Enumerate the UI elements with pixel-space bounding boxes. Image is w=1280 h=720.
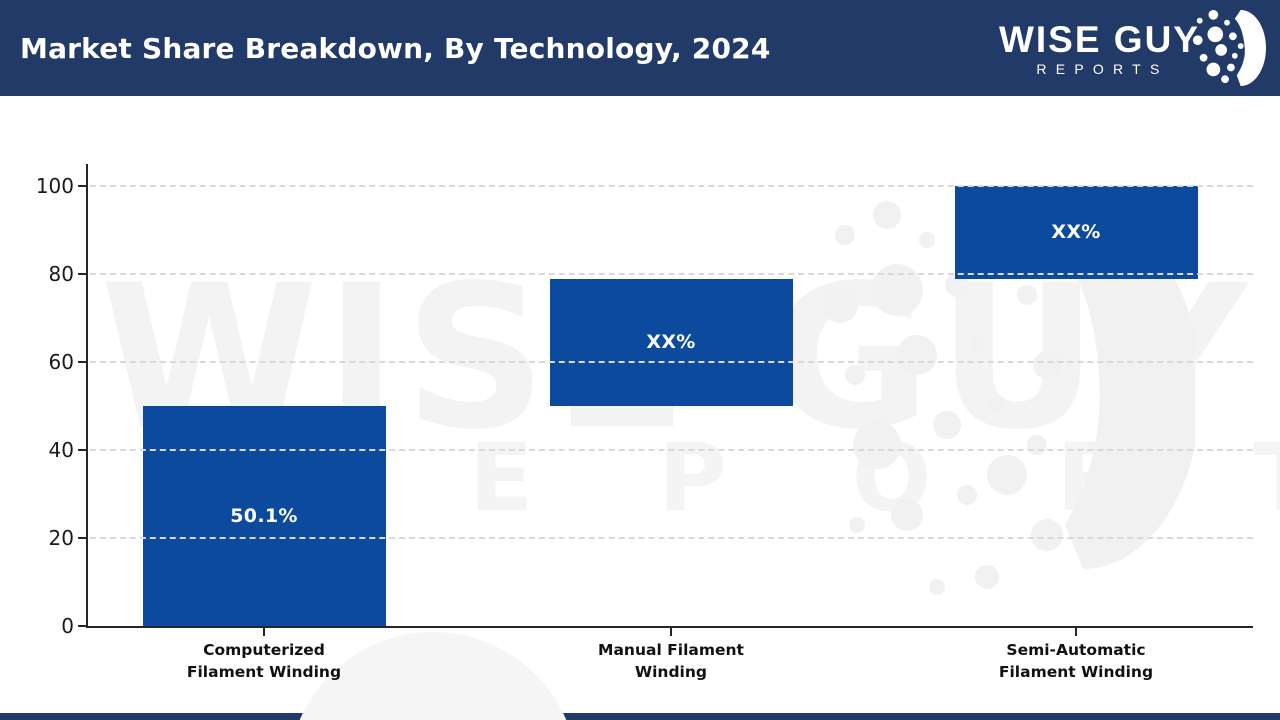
bar-segment: XX%	[549, 278, 793, 406]
gridline-100	[90, 185, 1253, 187]
y-axis-tick-mark	[78, 625, 86, 627]
gridline-60	[90, 361, 1253, 363]
y-axis-tick-label: 0	[61, 614, 74, 638]
y-axis-tick-mark	[78, 185, 86, 187]
gridline-80	[90, 273, 1253, 275]
y-axis-tick-label: 80	[48, 262, 74, 286]
x-axis-tick-mark	[263, 628, 265, 636]
bar-value-label: 50.1%	[230, 504, 298, 527]
logo-wordmark: WISE GUY	[998, 18, 1200, 60]
y-axis-line	[86, 164, 88, 628]
bar-value-label: XX%	[646, 331, 696, 354]
logo-subtitle: REPORTS	[1036, 60, 1169, 77]
bar-segment: XX%	[954, 186, 1198, 279]
x-axis-category-label: Manual Filament Winding	[598, 641, 744, 681]
y-axis-tick-mark	[78, 361, 86, 363]
logo-text: WISE GUY REPORTS	[999, 21, 1200, 76]
page-title: Market Share Breakdown, By Technology, 2…	[20, 31, 771, 65]
y-axis-tick-mark	[78, 273, 86, 275]
x-axis-tick-mark	[670, 628, 672, 636]
y-axis-tick-mark	[78, 537, 86, 539]
gridline-20	[90, 537, 1253, 539]
x-axis-line	[86, 626, 1253, 628]
y-axis-tick-mark	[78, 449, 86, 451]
wise-guy-reports-logo: WISE GUY REPORTS	[999, 0, 1266, 96]
bar-value-label: XX%	[1051, 221, 1101, 244]
y-axis-tick-label: 60	[48, 350, 74, 374]
bar-segment: 50.1%	[142, 405, 386, 626]
watermark-face-icon	[822, 201, 1195, 595]
header-bar: Market Share Breakdown, By Technology, 2…	[0, 0, 1280, 96]
x-axis-tick-mark	[1075, 628, 1077, 636]
x-axis-category-label: Computerized Filament Winding	[186, 641, 342, 681]
y-axis-tick-label: 100	[35, 174, 74, 198]
logo-face-icon	[1192, 9, 1266, 87]
y-axis-tick-label: 20	[48, 526, 74, 550]
y-axis-tick-label: 40	[48, 438, 74, 462]
gridline-40	[90, 449, 1253, 451]
footer-bar	[0, 713, 1280, 720]
x-axis-category-label: Semi-Automatic Filament Winding	[998, 641, 1154, 681]
